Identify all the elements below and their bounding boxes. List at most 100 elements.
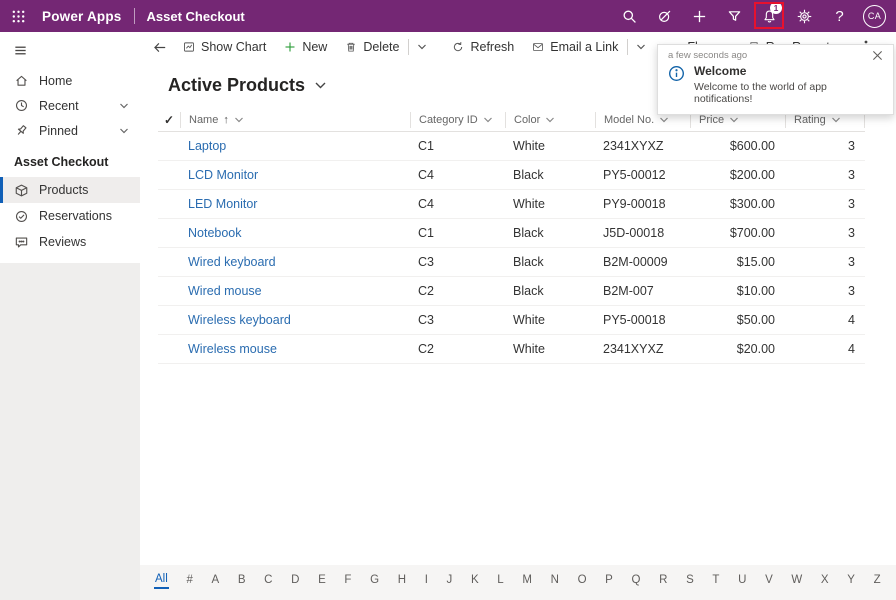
account-avatar[interactable]: CA <box>857 0 892 32</box>
jump-to-o[interactable]: O <box>577 573 587 586</box>
chevron-down-icon[interactable] <box>119 102 129 110</box>
column-header-category-id[interactable]: Category ID <box>410 111 505 128</box>
table-row[interactable]: LCD Monitor C4 Black PY5-00012 $200.00 3 <box>158 161 865 190</box>
divider <box>408 39 410 55</box>
column-header-name[interactable]: Name ↑ <box>180 111 410 128</box>
column-header-price[interactable]: Price <box>690 111 785 128</box>
product-link[interactable]: Wired keyboard <box>188 255 276 269</box>
close-icon[interactable] <box>872 50 883 61</box>
table-row[interactable]: LED Monitor C4 White PY9-00018 $300.00 3 <box>158 190 865 219</box>
product-link[interactable]: Wireless keyboard <box>188 313 291 327</box>
table-row[interactable]: Laptop C1 White 2341XYXZ $600.00 3 <box>158 132 865 161</box>
jump-to-c[interactable]: C <box>264 573 273 586</box>
jump-to-t[interactable]: T <box>712 573 720 586</box>
column-header-color[interactable]: Color <box>505 111 595 128</box>
app-brand[interactable]: Power Apps <box>42 8 122 24</box>
cell-color: Black <box>513 168 544 182</box>
cell-model_no: J5D-00018 <box>603 226 665 240</box>
quick-edit-icon[interactable] <box>647 0 682 32</box>
sidebar-item-pinned[interactable]: Pinned <box>0 118 140 143</box>
jump-to-q[interactable]: Q <box>631 573 641 586</box>
sidebar-item-recent[interactable]: Recent <box>0 93 140 118</box>
jump-to-n[interactable]: N <box>550 573 559 586</box>
jump-to-f[interactable]: F <box>344 573 352 586</box>
jump-to-i[interactable]: I <box>424 573 428 586</box>
cell-name: Laptop <box>180 139 410 153</box>
column-header-model-no-[interactable]: Model No. <box>595 111 690 128</box>
jump-to-u[interactable]: U <box>738 573 747 586</box>
delete-button[interactable]: Delete <box>336 32 408 62</box>
table-row[interactable]: Wireless mouse C2 White 2341XYXZ $20.00 4 <box>158 335 865 364</box>
notifications-bell-icon[interactable]: 1 <box>752 0 787 32</box>
cell-category_id: C3 <box>418 313 434 327</box>
jump-to-e[interactable]: E <box>318 573 326 586</box>
sidebar-item-products[interactable]: Products <box>0 177 140 203</box>
chart-icon <box>183 41 195 53</box>
cell-rating: 3 <box>848 139 855 153</box>
jump-to-m[interactable]: M <box>522 573 532 586</box>
column-header-rating[interactable]: Rating <box>785 111 865 128</box>
sidebar-item-home[interactable]: Home <box>0 68 140 93</box>
jump-to-v[interactable]: V <box>765 573 773 586</box>
hamburger-menu-icon[interactable] <box>0 32 140 68</box>
cell-model_no: PY9-00018 <box>603 197 666 211</box>
product-link[interactable]: Notebook <box>188 226 242 240</box>
jump-to-b[interactable]: B <box>237 573 246 586</box>
jump-to-j[interactable]: J <box>446 573 453 586</box>
email-link-button[interactable]: Email a Link <box>523 32 627 62</box>
chevron-down-icon[interactable] <box>119 127 129 135</box>
new-button[interactable]: New <box>275 32 336 62</box>
jump-to-#[interactable]: # <box>186 573 193 586</box>
jump-to-g[interactable]: G <box>370 573 380 586</box>
cell-name: LED Monitor <box>180 197 410 211</box>
table-row[interactable]: Notebook C1 Black J5D-00018 $700.00 3 <box>158 219 865 248</box>
table-row[interactable]: Wired keyboard C3 Black B2M-00009 $15.00 3 <box>158 248 865 277</box>
home-icon <box>14 73 29 88</box>
jump-to-x[interactable]: X <box>820 573 829 586</box>
overflow-chevron-icon[interactable] <box>409 32 435 62</box>
help-icon[interactable]: ? <box>835 7 844 25</box>
sidebar-item-label: Products <box>39 183 89 197</box>
cell-color: White <box>513 197 545 211</box>
table-row[interactable]: Wireless keyboard C3 White PY5-00018 $50.00 4 <box>158 306 865 335</box>
settings-gear-icon[interactable] <box>787 0 822 32</box>
jump-to-z[interactable]: Z <box>873 573 881 586</box>
quick-create-icon[interactable] <box>682 0 717 32</box>
app-title[interactable]: Asset Checkout <box>146 8 245 24</box>
sidebar-item-reviews[interactable]: Reviews <box>0 229 140 255</box>
product-link[interactable]: Wireless mouse <box>188 342 277 356</box>
cell-rating: 3 <box>848 226 855 240</box>
product-link[interactable]: LCD Monitor <box>188 168 259 182</box>
jump-to-all[interactable]: All <box>154 571 169 589</box>
refresh-button[interactable]: Refresh <box>443 32 523 62</box>
table-row[interactable]: Wired mouse C2 Black B2M-007 $10.00 3 <box>158 277 865 306</box>
search-icon[interactable] <box>612 0 647 32</box>
product-link[interactable]: LED Monitor <box>188 197 258 211</box>
filter-icon[interactable] <box>717 0 752 32</box>
cell-price: $20.00 <box>736 342 775 356</box>
jump-to-a[interactable]: A <box>211 573 220 586</box>
cell-name: Wireless keyboard <box>180 313 410 327</box>
cell-color: White <box>513 139 545 153</box>
select-all-checkbox[interactable]: ✓ <box>163 112 175 127</box>
jump-to-w[interactable]: W <box>791 573 803 586</box>
overflow-chevron-icon[interactable] <box>628 32 654 62</box>
jump-to-h[interactable]: H <box>397 573 407 586</box>
show-chart-button[interactable]: Show Chart <box>174 32 275 62</box>
jump-to-s[interactable]: S <box>686 573 694 586</box>
cell-color: Black <box>513 255 544 269</box>
jump-to-d[interactable]: D <box>291 573 300 586</box>
cell-color: Black <box>513 284 544 298</box>
product-link[interactable]: Wired mouse <box>188 284 262 298</box>
sidebar-item-reservations[interactable]: Reservations <box>0 203 140 229</box>
jump-to-p[interactable]: P <box>605 573 613 586</box>
back-button[interactable] <box>144 32 174 62</box>
jump-to-y[interactable]: Y <box>847 573 855 586</box>
app-launcher-icon[interactable] <box>0 0 36 32</box>
view-selector[interactable]: Active Products <box>168 75 896 96</box>
product-link[interactable]: Laptop <box>188 139 227 153</box>
cell-price: $15.00 <box>736 255 775 269</box>
jump-to-r[interactable]: R <box>659 573 668 586</box>
jump-to-k[interactable]: K <box>470 573 479 586</box>
jump-to-l[interactable]: L <box>497 573 504 586</box>
